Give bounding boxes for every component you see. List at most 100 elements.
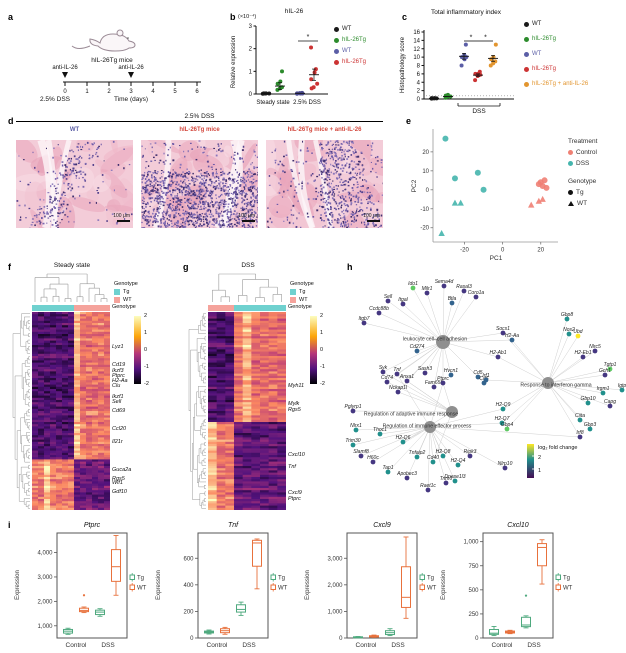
gene-label: Mylk — [288, 401, 300, 408]
svg-text:Tgtp1: Tgtp1 — [604, 362, 617, 368]
svg-text:6: 6 — [417, 72, 421, 78]
legend-item: hIL-26Tg — [524, 32, 588, 47]
histology-image-tg-anti — [266, 140, 383, 228]
svg-text:*: * — [307, 34, 310, 41]
svg-text:Cd74: Cd74 — [381, 375, 393, 381]
svg-text:-20: -20 — [420, 226, 429, 232]
svg-text:H2-Q8: H2-Q8 — [436, 449, 451, 455]
svg-text:Socs1: Socs1 — [496, 326, 510, 332]
svg-text:Capg: Capg — [604, 399, 616, 405]
gene-label: Guca2a — [112, 467, 132, 474]
svg-text:H2-Q9: H2-Q9 — [496, 402, 511, 408]
svg-text:WT: WT — [278, 586, 288, 592]
svg-text:DSS: DSS — [527, 642, 541, 649]
svg-text:400: 400 — [183, 583, 194, 589]
svg-text:PC1: PC1 — [490, 255, 503, 262]
annotation-caption: Genotype — [288, 304, 312, 310]
svg-text:20: 20 — [422, 150, 429, 156]
panel-label-f: f — [8, 262, 11, 272]
svg-text:Btla: Btla — [448, 296, 457, 302]
svg-text:Control: Control — [356, 642, 378, 649]
svg-text:Nckap1l: Nckap1l — [389, 385, 408, 391]
svg-text:Control: Control — [207, 642, 229, 649]
gene-label: Ccl20 — [112, 425, 127, 432]
annotation-caption: Genotype — [112, 304, 136, 310]
colorbar-tick: -1 — [144, 364, 149, 370]
svg-text:DSS: DSS — [101, 642, 115, 649]
svg-text:Gbp8: Gbp8 — [561, 312, 573, 318]
svg-text:2.5% DSS: 2.5% DSS — [293, 100, 321, 106]
gene-label: Lyz1 — [112, 343, 124, 350]
svg-text:H2-Eb1: H2-Eb1 — [575, 350, 592, 356]
inflammatory-index-scatter: Total inflammatory index Histopathology s… — [400, 9, 514, 115]
svg-text:Response to interferon gamma: Response to interferon gamma — [520, 383, 591, 389]
svg-text:2: 2 — [417, 89, 421, 95]
annotation-Tg — [32, 305, 74, 311]
heatmap-cells — [208, 312, 286, 510]
pca-legend: Treatment Control DSS Genotype Tg WT — [568, 136, 597, 209]
svg-text:Control: Control — [492, 642, 514, 649]
panel-label-b: b — [230, 12, 236, 22]
svg-text:H2-Ab1: H2-Ab1 — [490, 350, 507, 356]
row-dendrogram — [12, 313, 30, 509]
svg-text:3: 3 — [249, 24, 253, 30]
gene-label: Ptprc — [112, 373, 125, 380]
svg-text:Expression: Expression — [156, 570, 162, 600]
gene-label: Tnf — [288, 464, 296, 471]
gene-label: Cd19 — [112, 362, 126, 369]
svg-text:Ptprc: Ptprc — [84, 522, 101, 529]
heatmap-legend: Genotype Tg WT — [290, 281, 314, 303]
svg-text:6: 6 — [195, 89, 199, 95]
svg-text:Gbp10: Gbp10 — [580, 396, 595, 402]
svg-text:4: 4 — [151, 89, 155, 95]
svg-text:*: * — [484, 35, 487, 42]
svg-text:Expression: Expression — [441, 570, 447, 600]
svg-text:250: 250 — [468, 612, 479, 618]
hil26-expression-scatter: hIL-26 (×10⁻⁴) Relative expression 0 1 2 3 Stea… — [231, 8, 328, 106]
gene-label: Cd69 — [112, 408, 126, 414]
svg-text:Pglyrp1: Pglyrp1 — [345, 404, 362, 410]
svg-text:Thoc1: Thoc1 — [373, 427, 387, 433]
svg-text:1: 1 — [249, 69, 253, 75]
gene-label: Myh11 — [288, 383, 305, 390]
svg-text:Trim6: Trim6 — [440, 476, 453, 482]
svg-text:Expression: Expression — [15, 570, 21, 600]
svg-text:2: 2 — [107, 89, 111, 95]
svg-text:Itgal: Itgal — [398, 297, 408, 303]
svg-text:0: 0 — [475, 636, 479, 642]
boxplot-cxcl10: Cxcl10 0 250 500 750 1,000 Expression Control DS… — [441, 522, 573, 649]
svg-text:Gbp4: Gbp4 — [501, 422, 513, 428]
svg-text:Milr1: Milr1 — [422, 286, 433, 292]
svg-text:Nlrp10: Nlrp10 — [498, 461, 513, 467]
column-dendrogram — [34, 273, 108, 302]
svg-text:0: 0 — [190, 636, 194, 642]
svg-text:Coro1a: Coro1a — [468, 290, 485, 296]
panel-label-g: g — [183, 262, 189, 272]
svg-text:Nlrc5: Nlrc5 — [589, 344, 601, 350]
svg-text:2: 2 — [538, 455, 541, 461]
svg-text:H2-Q4: H2-Q4 — [451, 458, 466, 464]
scale-bar-3: 100 μm — [340, 213, 380, 222]
heatmap-title: Steady state — [53, 262, 91, 269]
svg-text:H2-Q7: H2-Q7 — [495, 416, 510, 422]
heatmap-cells — [32, 312, 110, 510]
colorbar-tick: -2 — [144, 381, 149, 387]
legend-item: DSS — [568, 158, 597, 169]
svg-text:Ripk3: Ripk3 — [464, 449, 477, 455]
svg-text:(×10⁻⁴): (×10⁻⁴) — [238, 13, 256, 20]
svg-text:DSS: DSS — [472, 108, 486, 115]
svg-text:Tap1: Tap1 — [383, 465, 394, 471]
svg-text:1,000: 1,000 — [37, 624, 53, 630]
heatmap-colorbar — [310, 316, 317, 384]
svg-text:anti-IL-26: anti-IL-26 — [118, 65, 144, 71]
svg-text:0: 0 — [249, 92, 253, 98]
svg-text:Sema4d: Sema4d — [435, 279, 454, 285]
svg-text:Sash3: Sash3 — [418, 366, 432, 372]
svg-text:12: 12 — [413, 47, 420, 53]
legend-item: WT — [334, 46, 366, 57]
svg-text:-10: -10 — [420, 207, 429, 213]
hil26-scatter-legend: WT hIL-26Tg WT hIL-26Tg — [334, 24, 366, 68]
legend-item: Genotype — [568, 178, 597, 185]
